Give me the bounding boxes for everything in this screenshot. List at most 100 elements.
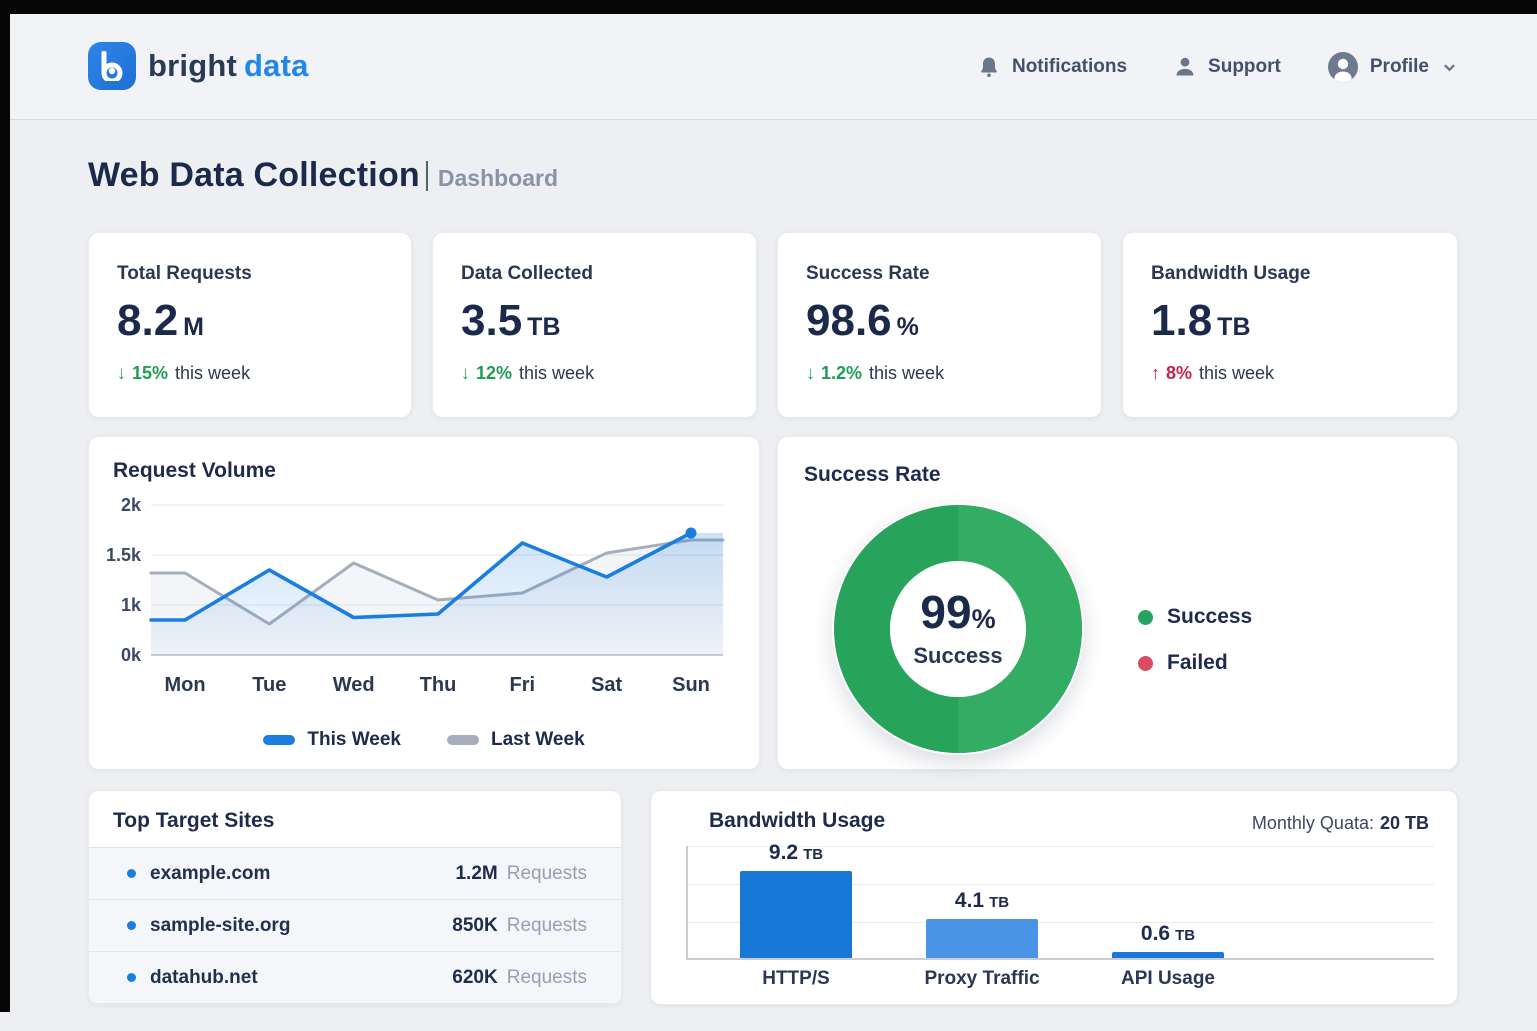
- person-icon: [1176, 57, 1194, 76]
- legend-item: This Week: [263, 729, 401, 751]
- stat-change: ↓ 12% this week: [461, 363, 595, 383]
- stat-value: 8.2 M: [117, 296, 204, 345]
- bar-category-label: HTTP/S: [762, 968, 830, 989]
- bell-icon: [981, 57, 997, 77]
- line-series-last-week: [149, 538, 725, 626]
- legend-item-failed: Failed: [1138, 651, 1252, 675]
- chevron-down-icon: [1444, 63, 1455, 71]
- page-subtitle: Dashboard: [437, 165, 559, 191]
- x-axis-day-label: Tue: [252, 674, 286, 696]
- navbar-actions: Notifications Support Profil: [977, 14, 1457, 120]
- letter-b-icon: [101, 51, 123, 81]
- stat-change: ↑ 8% this week: [1151, 363, 1275, 383]
- stat-unit: TB: [527, 313, 561, 341]
- support-button[interactable]: Support: [1173, 55, 1281, 79]
- site-requests: 1.2M Requests: [455, 862, 587, 884]
- profile-menu[interactable]: Profile: [1327, 51, 1457, 83]
- up-arrow-icon: ↑: [1151, 363, 1160, 383]
- bar-value-label: 0.6 TB: [1140, 922, 1196, 945]
- bar-category-label: Proxy Traffic: [924, 968, 1040, 989]
- down-arrow-icon: ↓: [806, 363, 815, 383]
- stat-label: Bandwidth Usage: [1151, 263, 1311, 284]
- site-requests: 850K Requests: [452, 914, 587, 936]
- x-axis-day-label: Thu: [420, 674, 457, 696]
- top-navbar: bright data Notifications Support: [10, 14, 1537, 120]
- legend-swatch-icon: [447, 735, 479, 745]
- request-volume-line-chart: 2k 1.5k 1k 0k Mon Tue Wed Thu Fri Sat Sun: [106, 495, 725, 696]
- success-rate-card: Success Rate 99% Success Success Failed: [777, 436, 1458, 770]
- y-axis-tick-label: 2k: [121, 495, 142, 515]
- request-volume-title: Request Volume: [113, 459, 276, 482]
- stat-value: 98.6%: [806, 296, 919, 345]
- text-cursor: [425, 160, 428, 191]
- frame-left-edge: [0, 0, 10, 1012]
- y-axis-tick-label: 0k: [121, 645, 142, 665]
- donut-ring-highlight: [957, 505, 1082, 753]
- donut-ring: [834, 505, 1082, 753]
- request-volume-card: Request Volume 2k 1.5k 1k 0k Mon Tue Wed Thu Fri…: [88, 436, 760, 770]
- stat-label: Success Rate: [806, 263, 930, 284]
- brand-logo[interactable]: bright data: [88, 42, 309, 90]
- donut-legend: Success Failed: [1138, 605, 1252, 675]
- x-axis-day-label: Sat: [591, 674, 622, 696]
- success-rate-donut: [832, 503, 1084, 755]
- monthly-quota: Monthly Quata: 20 TB: [1251, 813, 1429, 833]
- bar-value-label: 4.1 TB: [954, 889, 1010, 912]
- success-rate-title: Success Rate: [804, 463, 941, 486]
- page-header: Web Data Collection Dashboard: [88, 156, 558, 195]
- down-arrow-icon: ↓: [117, 363, 126, 383]
- top-target-sites-card: Top Target Sites example.com 1.2M Request…: [88, 790, 622, 1005]
- brand-wordmark: bright data: [148, 48, 309, 84]
- stat-unit: M: [183, 313, 204, 341]
- notifications-button[interactable]: Notifications: [977, 55, 1127, 79]
- legend-swatch-icon: [263, 735, 296, 745]
- x-axis-day-label: Fri: [510, 674, 536, 696]
- line-end-dot: [685, 527, 697, 539]
- stat-change: ↓ 1.2% this week: [806, 363, 945, 383]
- chart-gridline: [688, 846, 1434, 847]
- bar-value-label: 9.2 TB: [768, 841, 824, 864]
- bar-category-label: API Usage: [1121, 968, 1215, 989]
- stat-value: 1.8 TB: [1151, 296, 1251, 345]
- notifications-label: Notifications: [1011, 56, 1128, 77]
- stat-card-total-requests: Total Requests 8.2 M ↓ 15% this week: [88, 232, 412, 418]
- chart-gridline: [688, 922, 1434, 923]
- legend-label: Last Week: [491, 729, 585, 750]
- down-arrow-icon: ↓: [461, 363, 470, 383]
- site-row-datahub[interactable]: datahub.net 620K Requests: [89, 952, 621, 1004]
- failed-dot-icon: [1138, 655, 1153, 671]
- x-axis-day-label: Mon: [164, 674, 205, 696]
- page-title: Web Data Collection: [88, 156, 420, 194]
- bar-http-s: [740, 871, 852, 958]
- stat-unit: TB: [1217, 313, 1251, 341]
- line-chart-legend: This Week Last Week: [89, 729, 759, 751]
- y-axis-tick-label: 1k: [121, 595, 142, 615]
- bar-proxy-traffic: [926, 919, 1038, 958]
- site-row-example[interactable]: example.com 1.2M Requests: [89, 848, 621, 900]
- legend-item-success: Success: [1138, 605, 1252, 629]
- chart-gridline: [688, 884, 1434, 885]
- profile-label: Profile: [1369, 56, 1429, 77]
- bullet-dot-icon: [127, 973, 136, 982]
- avatar-icon: [1327, 52, 1358, 82]
- stat-value: 3.5 TB: [461, 296, 561, 345]
- stat-unit: %: [896, 313, 919, 341]
- top-sites-title: Top Target Sites: [113, 809, 275, 832]
- y-axis-tick-label: 1.5k: [106, 545, 142, 565]
- bar-api-usage: [1112, 952, 1224, 958]
- bullet-dot-icon: [127, 921, 136, 930]
- support-label: Support: [1208, 56, 1281, 77]
- x-axis-day-label: Wed: [333, 674, 375, 696]
- stat-change: ↓ 15% this week: [117, 363, 251, 383]
- bullet-dot-icon: [127, 869, 136, 878]
- logo-text-data: data: [244, 48, 309, 83]
- top-sites-list: example.com 1.2M Requests sample-site.org…: [89, 847, 621, 1004]
- site-row-sample[interactable]: sample-site.org 850K Requests: [89, 900, 621, 952]
- legend-label: This Week: [307, 729, 401, 750]
- bandwidth-usage-title: Bandwidth Usage: [709, 809, 886, 832]
- stat-label: Data Collected: [461, 263, 593, 284]
- stat-card-data-collected: Data Collected 3.5 TB ↓ 12% this week: [432, 232, 757, 418]
- brand-logo-icon: [88, 42, 136, 90]
- stat-label: Total Requests: [117, 263, 252, 284]
